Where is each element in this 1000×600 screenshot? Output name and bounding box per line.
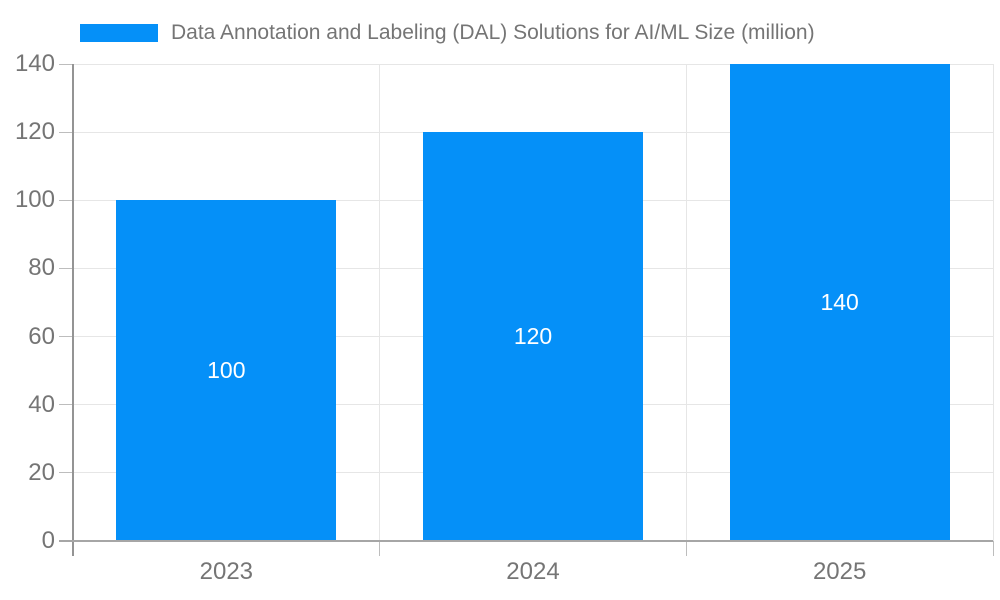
x-axis-line bbox=[59, 540, 993, 542]
y-axis-tick-label: 0 bbox=[41, 527, 55, 554]
bar: 120 bbox=[423, 132, 643, 541]
x-axis-category-label: 2025 bbox=[812, 558, 867, 585]
x-axis-category-label: 2023 bbox=[199, 558, 254, 585]
legend-swatch bbox=[80, 24, 158, 42]
y-axis-tick-label: 120 bbox=[14, 118, 55, 146]
y-axis-tick-label: 20 bbox=[28, 458, 55, 486]
y-axis-tick bbox=[59, 472, 73, 474]
y-axis-tick-label: 80 bbox=[28, 254, 55, 282]
h-gridline bbox=[73, 63, 993, 65]
x-axis-tick bbox=[685, 541, 687, 556]
v-gridline bbox=[379, 64, 381, 541]
x-axis-category-label: 2024 bbox=[506, 558, 560, 585]
v-gridline bbox=[992, 64, 994, 541]
y-axis-tick bbox=[59, 336, 73, 338]
v-gridline bbox=[685, 64, 687, 541]
y-axis-tick bbox=[59, 267, 73, 269]
y-axis-tick-label: 140 bbox=[14, 50, 55, 77]
y-axis-tick bbox=[59, 199, 73, 201]
y-axis-tick-label: 60 bbox=[28, 322, 55, 350]
chart-legend: Data Annotation and Labeling (DAL) Solut… bbox=[80, 21, 815, 45]
x-axis-tick bbox=[992, 541, 994, 556]
x-axis-tick bbox=[379, 541, 381, 556]
y-axis-tick bbox=[59, 63, 73, 65]
bar-value-label: 140 bbox=[820, 289, 859, 315]
bar-value-label: 120 bbox=[513, 323, 553, 350]
y-axis-tick bbox=[59, 131, 73, 133]
bar: 140 bbox=[729, 64, 950, 541]
legend-label: Data Annotation and Labeling (DAL) Solut… bbox=[171, 21, 815, 44]
y-axis-line bbox=[72, 64, 74, 556]
y-axis-tick bbox=[59, 404, 73, 406]
y-axis-tick-label: 100 bbox=[14, 186, 55, 214]
bar: 100 bbox=[116, 200, 337, 541]
y-axis-tick-label: 40 bbox=[28, 390, 55, 418]
bar-value-label: 100 bbox=[207, 357, 246, 384]
